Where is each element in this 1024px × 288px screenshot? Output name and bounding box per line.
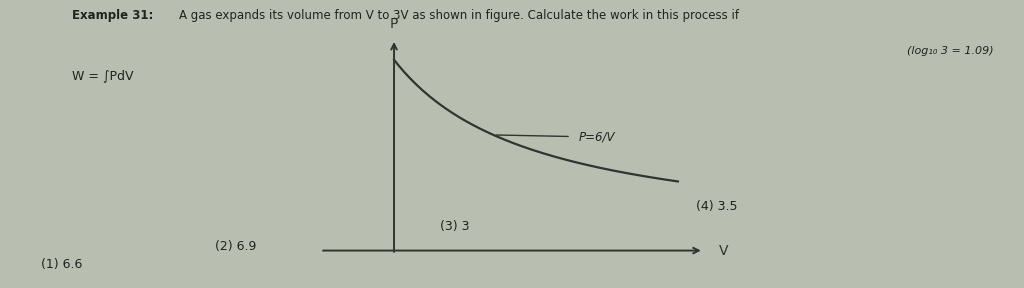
Text: P: P [390,17,398,31]
Text: P=6/V: P=6/V [579,130,614,143]
Text: V: V [719,244,728,257]
Text: (4) 3.5: (4) 3.5 [696,200,738,213]
Text: (log₁₀ 3 = 1.09): (log₁₀ 3 = 1.09) [906,46,993,56]
Text: (3) 3: (3) 3 [440,220,470,233]
Text: Example 31:: Example 31: [72,9,153,22]
Text: (2) 6.9: (2) 6.9 [215,240,256,253]
Text: A gas expands its volume from V to 3V as shown in figure. Calculate the work in : A gas expands its volume from V to 3V as… [179,9,739,22]
Text: (1) 6.6: (1) 6.6 [41,258,82,271]
Text: W = ∫PdV: W = ∫PdV [72,69,133,82]
